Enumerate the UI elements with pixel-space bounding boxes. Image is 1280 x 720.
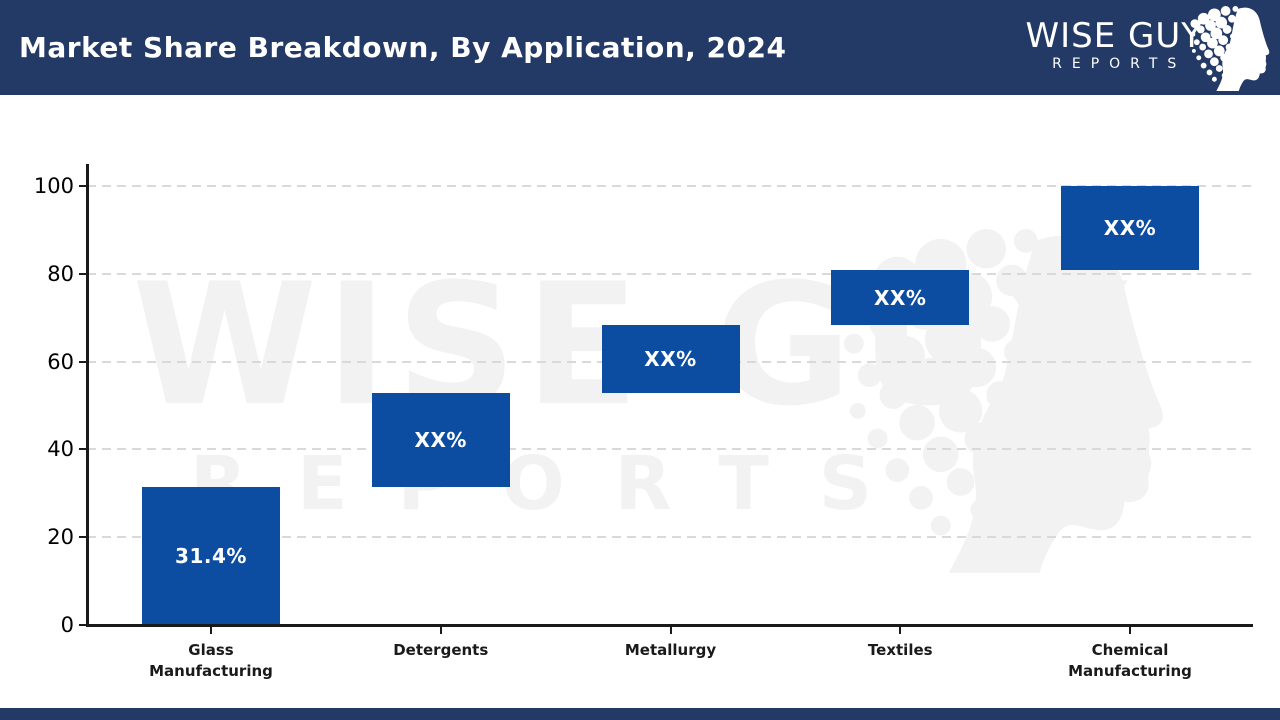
category-label-line: Detergents xyxy=(393,641,489,659)
category-label: Textiles xyxy=(785,640,1015,661)
y-tick-mark xyxy=(79,360,86,363)
bar-value-label: 31.4% xyxy=(175,544,247,569)
category-label: Chemical Manufacturing xyxy=(1015,640,1245,682)
category-label-line: Manufacturing xyxy=(1068,662,1192,680)
category-label-line: Manufacturing xyxy=(149,662,273,680)
y-tick-mark xyxy=(79,185,86,187)
y-axis-line xyxy=(86,164,89,627)
y-tick-mark xyxy=(79,536,86,539)
bar-glass-manufacturing: 31.4% xyxy=(142,487,280,625)
y-tick-label: 20 xyxy=(47,525,74,550)
bar-chemical-manufacturing: XX% xyxy=(1061,186,1199,271)
page-title: Market Share Breakdown, By Application, … xyxy=(19,31,787,64)
bar-value-label: XX% xyxy=(644,347,697,372)
category-label: Metallurgy xyxy=(556,640,786,661)
bar-value-label: XX% xyxy=(414,428,467,453)
bar-detergents: XX% xyxy=(371,393,510,488)
bar-textiles: XX% xyxy=(831,270,970,326)
bar-value-label: XX% xyxy=(1103,216,1157,241)
logo: WISE GUY REPORTS xyxy=(1025,0,1272,95)
category-label: Detergents xyxy=(326,640,556,661)
x-axis-line xyxy=(86,624,1253,627)
gridline xyxy=(87,448,1253,451)
gridline xyxy=(87,185,1253,187)
logo-reports-text: REPORTS xyxy=(1052,56,1187,72)
bar-metallurgy: XX% xyxy=(601,325,740,394)
x-tick-mark xyxy=(210,626,212,634)
gridline xyxy=(87,536,1253,539)
y-tick-mark xyxy=(79,624,86,626)
y-tick-label: 40 xyxy=(47,437,74,462)
y-tick-mark xyxy=(79,272,86,275)
y-tick-mark xyxy=(79,448,86,451)
y-tick-label: 60 xyxy=(47,349,74,374)
chart-area: WISE GUY REPORTS 0 20 40 60 80 100 31.4% Glass M… xyxy=(0,95,1280,708)
x-tick-mark xyxy=(899,626,902,634)
footer-bar xyxy=(0,708,1280,720)
y-tick-label: 80 xyxy=(47,261,74,286)
bar-value-label: XX% xyxy=(874,285,927,310)
logo-wiseguy-text: WISE GUY xyxy=(1025,16,1203,56)
category-label-line: Metallurgy xyxy=(624,641,717,659)
x-tick-mark xyxy=(669,626,672,634)
category-label-line: Glass xyxy=(188,641,234,659)
logo-head-icon xyxy=(1190,5,1270,91)
category-label-line: Chemical xyxy=(1091,641,1169,659)
y-tick-label: 100 xyxy=(33,174,74,198)
category-label: Glass Manufacturing xyxy=(96,640,326,682)
watermark-reports-text: REPORTS xyxy=(190,441,923,527)
waterfall-plot: 0 20 40 60 80 100 31.4% Glass Manufacturing XX% De… xyxy=(0,95,1280,708)
watermark-head-icon xyxy=(843,229,1163,573)
header-bar: Market Share Breakdown, By Application, … xyxy=(0,0,1280,95)
logo-text: WISE GUY REPORTS xyxy=(1025,18,1203,73)
gridline xyxy=(87,272,1253,275)
x-tick-mark xyxy=(439,626,442,634)
y-tick-label: 0 xyxy=(60,613,74,637)
x-tick-mark xyxy=(1129,626,1131,634)
category-label-line: Textiles xyxy=(867,641,933,659)
